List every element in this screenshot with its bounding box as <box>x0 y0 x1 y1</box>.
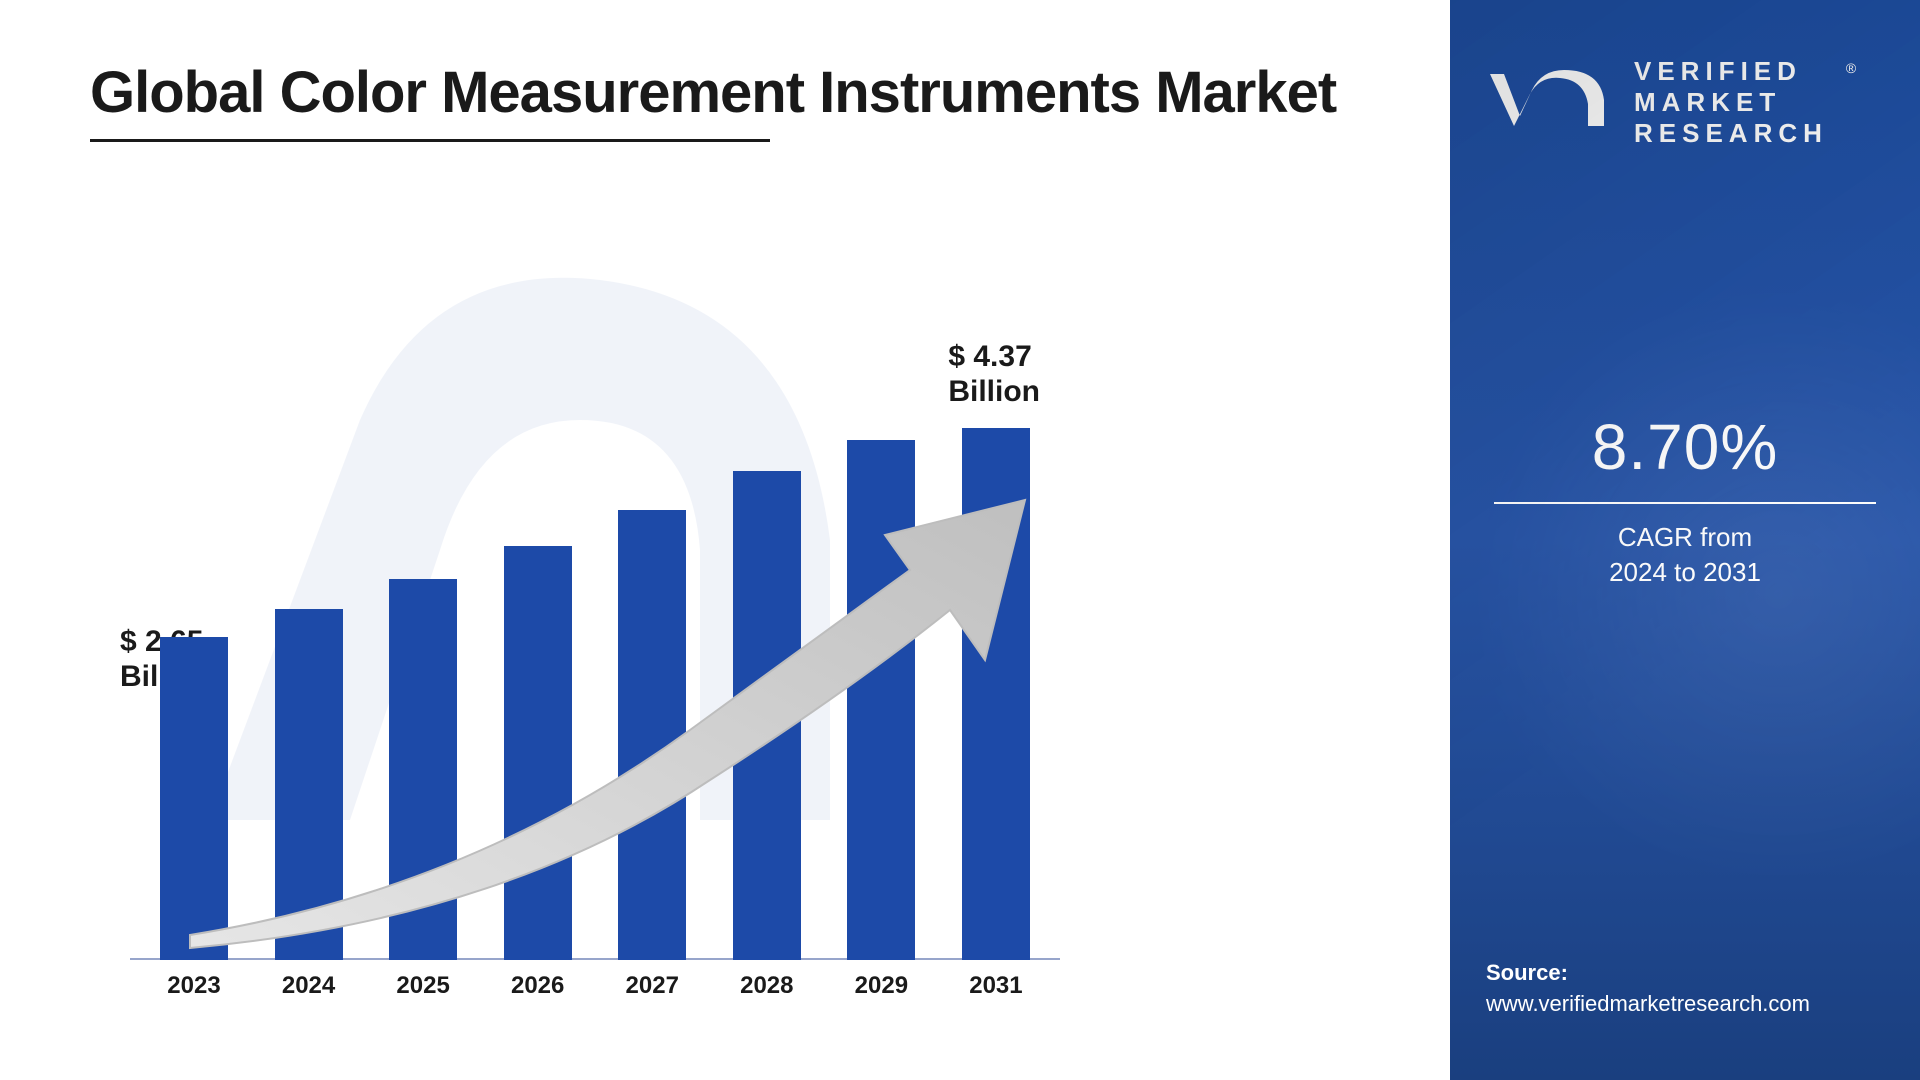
bar <box>962 428 1030 960</box>
left-panel: Global Color Measurement Instruments Mar… <box>0 0 1450 1080</box>
x-axis-label: 2028 <box>733 972 801 1000</box>
x-axis-label: 2026 <box>504 972 572 1000</box>
x-axis-label: 2024 <box>275 972 343 1000</box>
title-underline <box>90 139 770 142</box>
x-axis-label: 2025 <box>389 972 457 1000</box>
bar-column <box>504 546 572 960</box>
brand-logo-mark-icon <box>1486 68 1616 137</box>
cagr-caption-line1: CAGR from <box>1494 520 1876 555</box>
cagr-caption-line2: 2024 to 2031 <box>1494 555 1876 590</box>
registered-symbol: ® <box>1846 60 1856 76</box>
bar-column <box>733 471 801 960</box>
bar <box>160 637 228 960</box>
bar-column <box>847 440 915 960</box>
cagr-underline <box>1494 502 1876 504</box>
x-axis-label: 2031 <box>962 972 1030 1000</box>
bar <box>275 609 343 960</box>
x-axis-label: 2027 <box>618 972 686 1000</box>
bars-container <box>160 350 1030 960</box>
brand-logo: VERIFIED MARKET RESEARCH ® <box>1450 0 1920 150</box>
brand-line1: VERIFIED <box>1634 56 1828 87</box>
source-label: Source: <box>1486 958 1884 989</box>
chart-title: Global Color Measurement Instruments Mar… <box>90 60 1410 127</box>
bar-chart: $ 2.65 Billion $ 4.37 Billion 2023202420… <box>160 350 1030 1000</box>
brand-logo-text: VERIFIED MARKET RESEARCH <box>1634 56 1828 150</box>
source-block: Source: www.verifiedmarketresearch.com <box>1450 958 1920 1080</box>
bar <box>847 440 915 960</box>
bar <box>504 546 572 960</box>
source-url: www.verifiedmarketresearch.com <box>1486 989 1884 1020</box>
cagr-block: 8.70% CAGR from 2024 to 2031 <box>1450 410 1920 590</box>
brand-line2: MARKET <box>1634 87 1828 118</box>
bar <box>389 579 457 960</box>
bar-column <box>389 579 457 960</box>
bar <box>733 471 801 960</box>
bar-column <box>275 609 343 960</box>
right-panel: VERIFIED MARKET RESEARCH ® 8.70% CAGR fr… <box>1450 0 1920 1080</box>
x-axis-labels: 2023 2024 2025 2026 2027 2028 2029 2031 <box>160 972 1030 1000</box>
bar-column <box>962 428 1030 960</box>
bar <box>618 510 686 960</box>
x-axis-label: 2029 <box>847 972 915 1000</box>
cagr-value: 8.70% <box>1494 410 1876 484</box>
bar-column <box>618 510 686 960</box>
brand-line3: RESEARCH <box>1634 118 1828 149</box>
page-root: Global Color Measurement Instruments Mar… <box>0 0 1920 1080</box>
bar-column <box>160 637 228 960</box>
cagr-caption: CAGR from 2024 to 2031 <box>1494 520 1876 590</box>
x-axis-label: 2023 <box>160 972 228 1000</box>
